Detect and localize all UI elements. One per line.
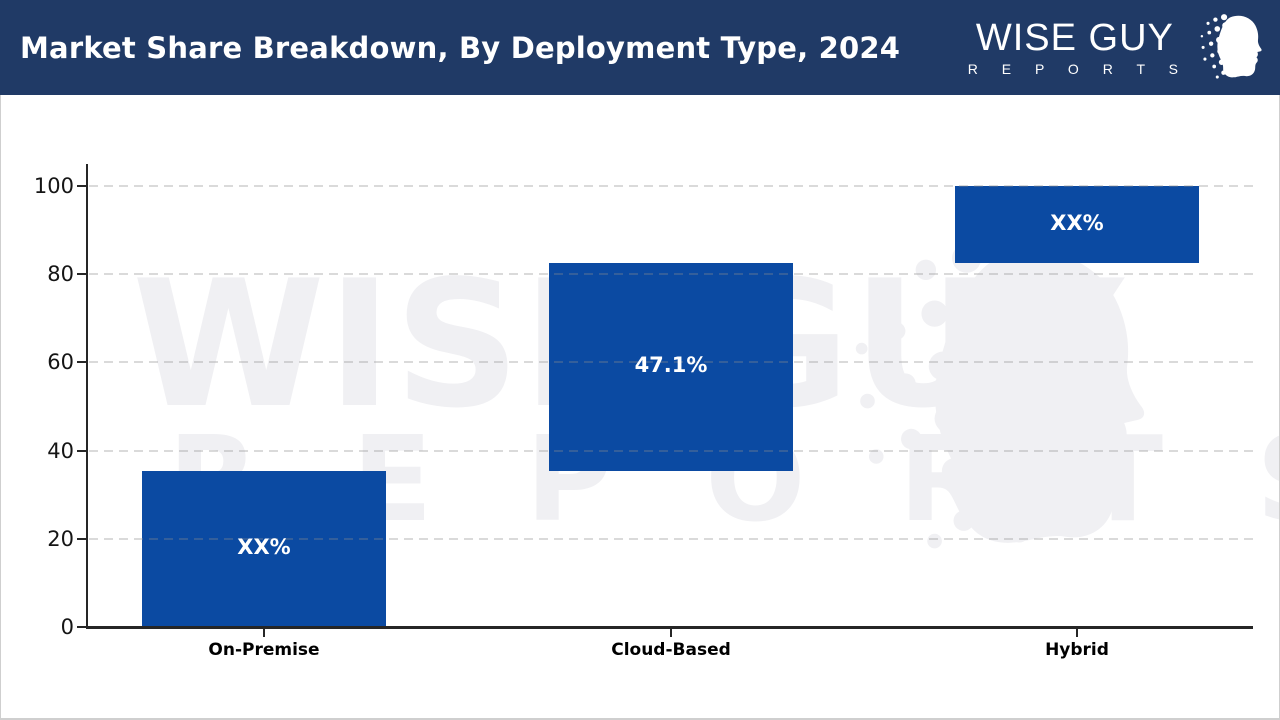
x-tick-cloud-based	[670, 628, 672, 637]
gridline-20	[89, 537, 1253, 540]
page-border-left	[0, 95, 1, 720]
y-tick-label-0: 0	[60, 615, 74, 639]
x-tick-hybrid	[1076, 628, 1078, 637]
bar-value-label-cloud-based: 47.1%	[634, 353, 708, 378]
bar-value-label-hybrid: XX%	[1050, 210, 1104, 235]
bar-on-premise	[142, 470, 386, 627]
y-tick-label-20: 20	[47, 526, 74, 551]
logo-wordmark: WISE GUY	[975, 17, 1174, 59]
x-axis-spine	[86, 626, 1253, 629]
x-label-hybrid: Hybrid	[1045, 640, 1109, 660]
logo-face-icon	[1200, 13, 1262, 79]
y-tick-label-100: 100	[33, 174, 74, 199]
x-label-on-premise: On-Premise	[208, 640, 320, 660]
y-tick-label-60: 60	[47, 350, 74, 375]
y-axis-spine	[86, 164, 88, 629]
header-bar: Market Share Breakdown, By Deployment Ty…	[0, 0, 1280, 95]
y-tick-100	[77, 185, 87, 188]
logo-text: WISE GUY R E P O R T S	[962, 19, 1188, 76]
bar-hybrid	[955, 186, 1199, 264]
page-border-bottom	[0, 718, 1280, 720]
y-tick-60	[77, 361, 87, 364]
y-tick-40	[77, 449, 87, 452]
y-tick-80	[77, 273, 87, 276]
y-tick-20	[77, 537, 87, 540]
gridline-80	[89, 273, 1253, 276]
x-tick-on-premise	[263, 628, 265, 637]
wiseguy-logo: WISE GUY R E P O R T S	[962, 8, 1266, 88]
gridline-40	[89, 449, 1253, 452]
bar-value-label-on-premise: XX%	[237, 534, 291, 559]
chart-title: Market Share Breakdown, By Deployment Ty…	[20, 30, 901, 65]
gridline-60	[89, 361, 1253, 364]
bar-cloud-based	[549, 263, 793, 471]
logo-subtext: R E P O R T S	[967, 61, 1188, 77]
y-tick-label-40: 40	[47, 438, 74, 463]
y-tick-0	[77, 626, 87, 628]
gridline-100	[89, 185, 1253, 188]
y-tick-label-80: 80	[47, 262, 74, 287]
x-label-cloud-based: Cloud-Based	[611, 640, 731, 660]
